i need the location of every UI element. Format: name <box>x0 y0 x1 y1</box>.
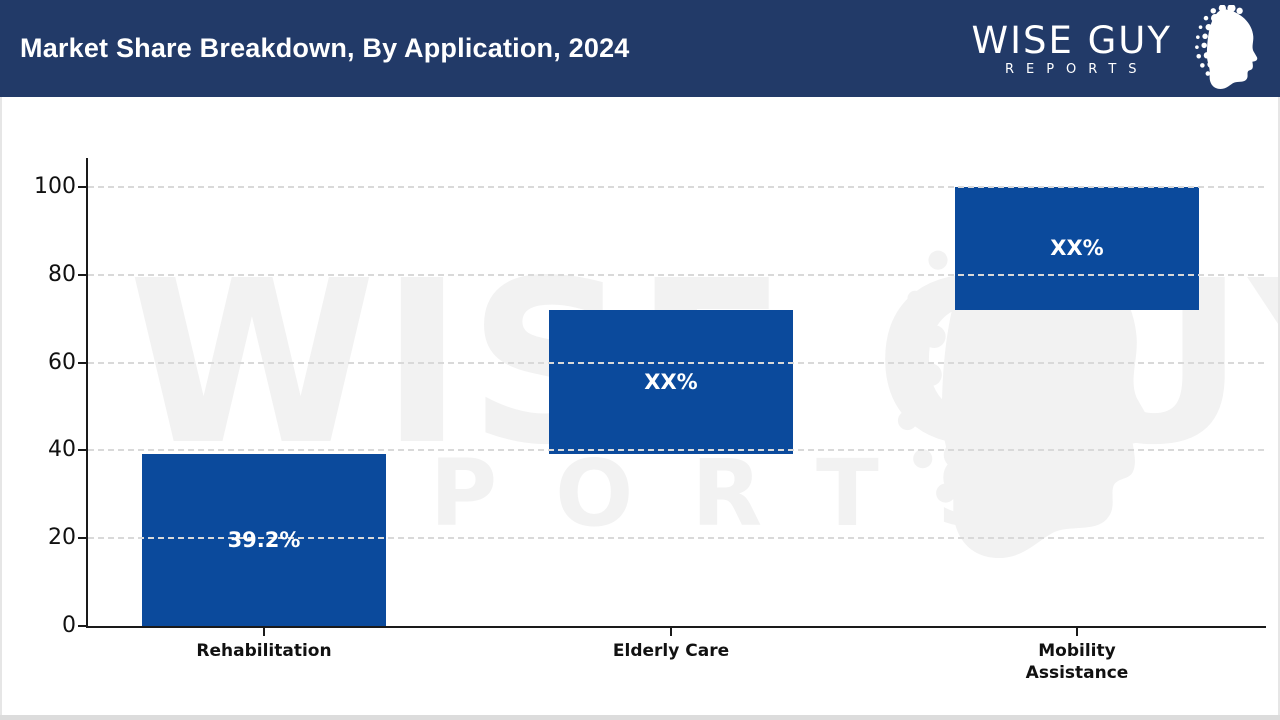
y-tick-mark <box>78 186 86 188</box>
logo-subtitle: REPORTS <box>1004 61 1149 77</box>
wiseguy-face-icon <box>1195 4 1258 89</box>
x-tick-mark <box>1076 628 1078 636</box>
bar-value-label: 39.2% <box>227 527 301 552</box>
y-tick-label: 80 <box>48 261 76 287</box>
y-tick-label: 40 <box>48 437 76 463</box>
wiseguy-logo-text: WISE GUY REPORTS <box>972 22 1172 76</box>
bar-rehabilitation <box>142 453 386 626</box>
header-band: Market Share Breakdown, By Application, … <box>0 0 1280 97</box>
y-tick-mark <box>78 625 86 627</box>
page-border-bottom <box>0 715 1280 720</box>
y-tick-mark <box>78 537 86 540</box>
logo-wordmark: WISE GUY <box>971 18 1172 62</box>
gridline-y-60 <box>88 361 1264 364</box>
y-tick-mark <box>78 361 86 364</box>
gridline-y-100 <box>88 186 1264 188</box>
wiseguy-logo: WISE GUY REPORTS <box>972 4 1266 93</box>
y-tick-label: 60 <box>48 349 76 375</box>
x-category-label: Elderly Care <box>612 641 730 661</box>
x-tick-mark <box>670 628 672 636</box>
y-axis-line <box>86 158 88 628</box>
gridline-y-20 <box>88 537 1264 540</box>
page-title: Market Share Breakdown, By Application, … <box>20 33 630 63</box>
bar-mobility-assistance <box>955 187 1199 310</box>
x-category-label: Mobility Assistance <box>1025 641 1129 684</box>
page-border-right <box>1278 97 1280 720</box>
gridline-y-80 <box>88 273 1264 276</box>
bar-elderly-care <box>549 309 793 454</box>
bar-value-label: XX% <box>1050 236 1104 261</box>
y-tick-mark <box>78 449 86 452</box>
gridline-y-40 <box>88 449 1264 452</box>
y-tick-mark <box>78 273 86 276</box>
x-category-label: Rehabilitation <box>196 641 332 661</box>
x-axis-line <box>86 626 1266 628</box>
y-tick-label: 100 <box>34 174 76 199</box>
page-border-left <box>0 97 2 720</box>
y-tick-label: 0 <box>62 613 76 638</box>
x-tick-mark <box>263 628 265 636</box>
y-tick-label: 20 <box>48 525 76 551</box>
bar-value-label: XX% <box>644 369 698 394</box>
